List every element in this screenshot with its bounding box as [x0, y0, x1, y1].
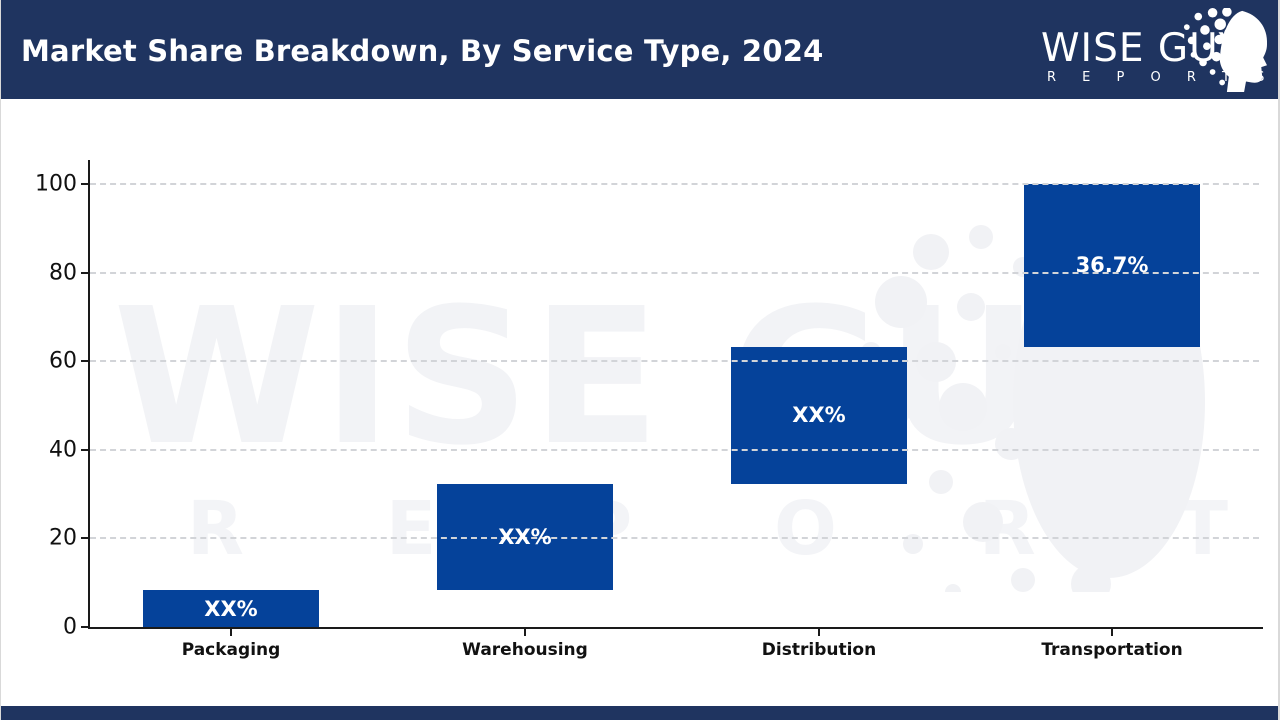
x-tick-mark [1111, 629, 1113, 636]
bar-value-label: XX% [792, 403, 846, 428]
bar-value-label: XX% [204, 596, 258, 621]
footer-bar [1, 706, 1278, 720]
bar [437, 484, 613, 591]
x-tick-mark [818, 629, 820, 636]
y-tick-label: 60 [49, 348, 77, 374]
bar [143, 590, 319, 627]
wise-guy-logo: WISE GUY R E P O R T S [1011, 8, 1273, 92]
y-tick-mark [81, 271, 88, 274]
y-tick-label: 40 [49, 437, 77, 463]
chart-title: Market Share Breakdown, By Service Type,… [21, 34, 824, 68]
x-axis-line [88, 627, 1263, 629]
y-tick-mark [81, 448, 88, 451]
bar-value-label: 36.7% [1075, 253, 1149, 278]
y-tick-mark [81, 626, 88, 628]
gridline [90, 271, 1259, 274]
bar-value-label: XX% [498, 525, 552, 550]
gridline [90, 448, 1259, 451]
y-tick-label: 20 [49, 525, 77, 551]
y-tick-mark [81, 537, 88, 540]
y-tick-label: 0 [63, 614, 77, 640]
gridline [90, 360, 1259, 363]
x-category-label: Packaging [181, 640, 281, 660]
gridline [90, 537, 1259, 540]
bar [1024, 184, 1200, 347]
logo-subtext: R E P O R T S [1047, 70, 1276, 85]
y-tick-mark [81, 360, 88, 363]
logo-head-icon [1183, 8, 1268, 92]
y-tick-label: 100 [35, 171, 77, 197]
x-category-label: Distribution [761, 640, 877, 660]
y-tick-label: 80 [49, 260, 77, 286]
gridline [90, 183, 1259, 185]
x-category-label: Warehousing [462, 640, 588, 660]
x-tick-mark [230, 629, 232, 636]
x-tick-mark [524, 629, 526, 636]
header: Market Share Breakdown, By Service Type,… [1, 0, 1278, 99]
y-axis-line [88, 160, 90, 629]
y-tick-mark [81, 183, 88, 185]
x-category-label: Transportation [1041, 640, 1183, 660]
bar [731, 346, 907, 485]
